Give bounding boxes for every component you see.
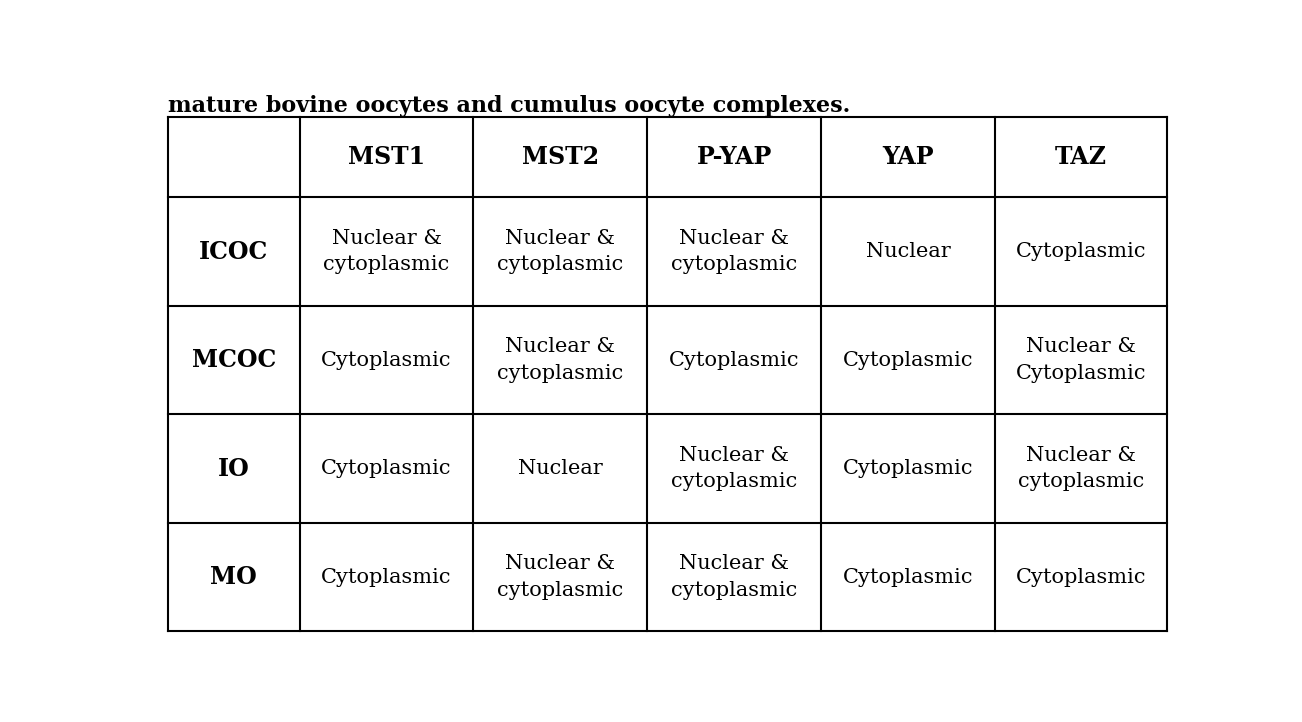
- Text: Cytoplasmic: Cytoplasmic: [1016, 567, 1146, 587]
- Text: Nuclear &
cytoplasmic: Nuclear & cytoplasmic: [671, 446, 797, 492]
- Text: TAZ: TAZ: [1055, 145, 1107, 170]
- Text: Cytoplasmic: Cytoplasmic: [842, 351, 974, 370]
- Text: Nuclear &
cytoplasmic: Nuclear & cytoplasmic: [1018, 446, 1144, 492]
- Text: Cytoplasmic: Cytoplasmic: [842, 567, 974, 587]
- Text: Nuclear &
cytoplasmic: Nuclear & cytoplasmic: [497, 337, 624, 383]
- Text: P-YAP: P-YAP: [697, 145, 772, 170]
- Text: Cytoplasmic: Cytoplasmic: [322, 459, 452, 478]
- Text: Nuclear: Nuclear: [866, 242, 950, 261]
- Text: Nuclear &
cytoplasmic: Nuclear & cytoplasmic: [671, 554, 797, 600]
- Text: Cytoplasmic: Cytoplasmic: [322, 567, 452, 587]
- Text: Nuclear &
Cytoplasmic: Nuclear & Cytoplasmic: [1016, 337, 1146, 383]
- Text: MO: MO: [211, 565, 256, 589]
- Text: Cytoplasmic: Cytoplasmic: [842, 459, 974, 478]
- Text: YAP: YAP: [883, 145, 934, 170]
- Text: Nuclear &
cytoplasmic: Nuclear & cytoplasmic: [497, 229, 624, 274]
- Text: Cytoplasmic: Cytoplasmic: [322, 351, 452, 370]
- Text: MST1: MST1: [348, 145, 426, 170]
- Text: MST2: MST2: [522, 145, 599, 170]
- Text: IO: IO: [217, 457, 250, 481]
- Text: Nuclear: Nuclear: [518, 459, 603, 478]
- Text: ICOC: ICOC: [199, 240, 268, 264]
- Text: MCOC: MCOC: [191, 348, 276, 373]
- Text: Cytoplasmic: Cytoplasmic: [1016, 242, 1146, 261]
- Text: Cytoplasmic: Cytoplasmic: [669, 351, 799, 370]
- Text: Nuclear &
cytoplasmic: Nuclear & cytoplasmic: [671, 229, 797, 274]
- Text: mature bovine oocytes and cumulus oocyte complexes.: mature bovine oocytes and cumulus oocyte…: [168, 95, 850, 117]
- Text: Nuclear &
cytoplasmic: Nuclear & cytoplasmic: [497, 554, 624, 600]
- Text: Nuclear &
cytoplasmic: Nuclear & cytoplasmic: [323, 229, 449, 274]
